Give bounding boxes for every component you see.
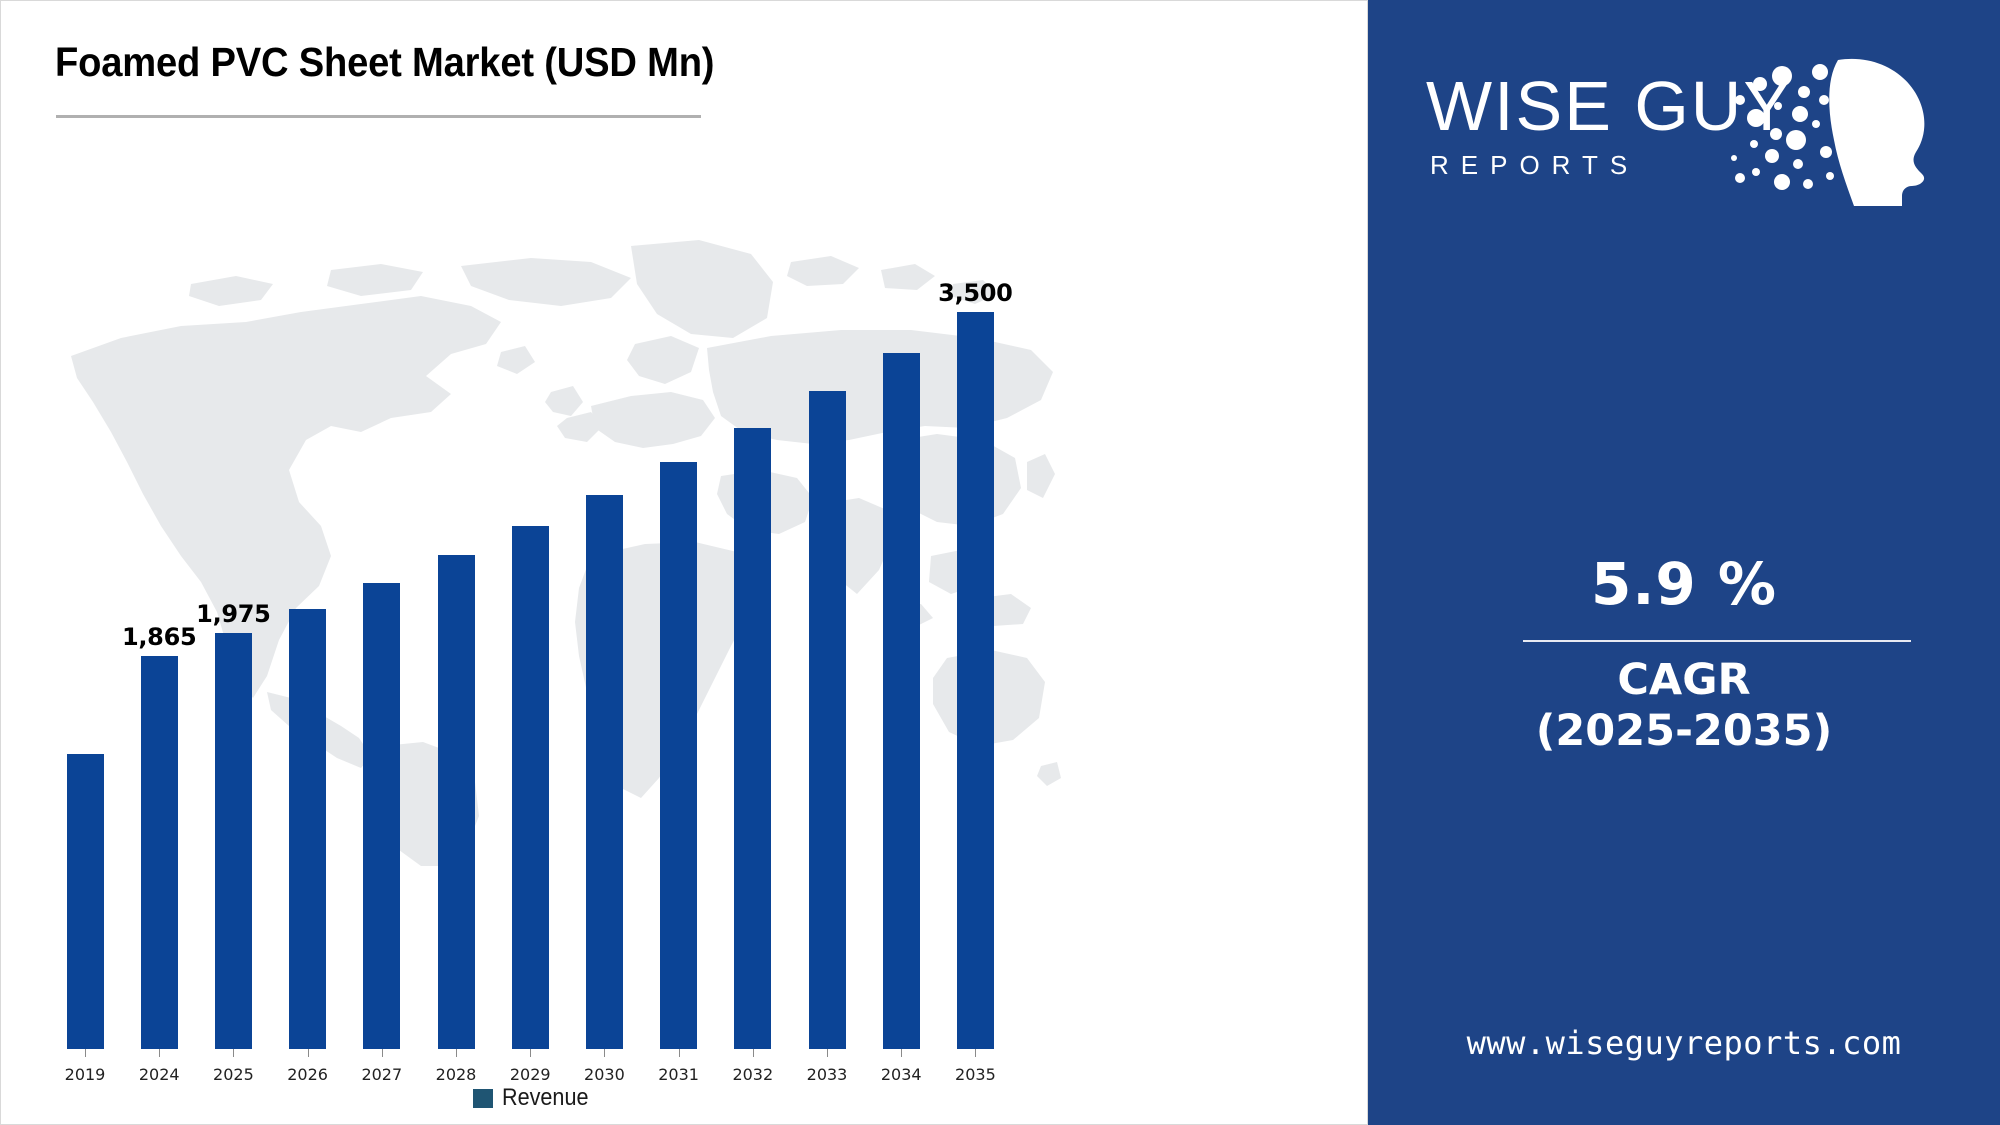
cagr-divider — [1523, 640, 1911, 642]
x-axis-label-2025: 2025 — [213, 1065, 254, 1084]
chart-legend: Revenue — [1, 1084, 1071, 1112]
x-axis-label-2034: 2034 — [880, 1065, 922, 1084]
bar-2033 — [808, 391, 846, 1049]
x-tick-2024 — [159, 1049, 161, 1057]
legend-label-revenue: Revenue — [502, 1084, 589, 1111]
x-axis-label-2019: 2019 — [64, 1065, 106, 1084]
x-axis-label-2026: 2026 — [287, 1065, 328, 1084]
x-axis-label-2027: 2027 — [361, 1065, 403, 1084]
bar-2029 — [511, 526, 549, 1049]
x-tick-2033 — [827, 1049, 828, 1057]
brand-panel: WISE GUY REPORTS 5.9 % — [1368, 0, 2000, 1125]
x-tick-2035 — [975, 1049, 977, 1057]
cagr-caption: CAGR (2025-2035) — [1368, 655, 2000, 756]
cagr-caption-line2: (2025-2035) — [1535, 705, 1833, 756]
x-tick-2034 — [901, 1049, 903, 1057]
x-tick-2028 — [456, 1049, 457, 1057]
x-tick-2025 — [233, 1049, 235, 1057]
wiseguy-reports-logo: WISE GUY REPORTS — [1368, 48, 2000, 208]
bar-2019 — [66, 754, 104, 1049]
cagr-value: 5.9 % — [1590, 550, 1778, 618]
x-tick-2029 — [530, 1049, 532, 1057]
x-axis-label-2031: 2031 — [658, 1065, 699, 1084]
logo-dot-cluster-icon — [1731, 64, 1834, 190]
bar-value-label-2035: 3,500 — [938, 279, 1013, 308]
plot-area: 2019 2024 1,865 2025 1,975 2026 2027 2028 2029 20… — [1, 1, 1367, 1124]
bar-value-label-2025: 1,975 — [196, 600, 271, 629]
chart-title: Foamed PVC Sheet Market (USD Mn) — [55, 39, 715, 85]
bar-2024 — [140, 656, 178, 1049]
x-tick-2030 — [604, 1049, 606, 1057]
bar-2026 — [289, 608, 327, 1049]
cagr-caption-line1: CAGR — [1617, 655, 1751, 705]
x-axis-label-2033: 2033 — [806, 1065, 848, 1084]
bar-value-label-2024: 1,865 — [121, 623, 197, 652]
bar-2027 — [363, 582, 401, 1049]
x-axis-label-2032: 2032 — [732, 1065, 774, 1084]
x-tick-2019 — [85, 1049, 86, 1057]
x-tick-2032 — [752, 1049, 754, 1057]
bar-2028 — [437, 555, 475, 1049]
bar-2035 — [956, 312, 994, 1049]
logo-head-profile-icon — [1829, 58, 1925, 206]
logo-wordmark-secondary: REPORTS — [1430, 150, 1639, 180]
x-axis-label-2030: 2030 — [584, 1065, 625, 1084]
bar-2025 — [214, 633, 252, 1049]
bar-2034 — [882, 352, 920, 1049]
x-axis-label-2028: 2028 — [435, 1065, 477, 1084]
x-tick-2027 — [381, 1049, 383, 1057]
logo-wordmark-primary: WISE GUY — [1426, 67, 1792, 145]
title-divider — [56, 115, 701, 118]
bar-2030 — [585, 495, 623, 1049]
x-axis-label-2024: 2024 — [138, 1065, 180, 1084]
x-tick-2026 — [307, 1049, 309, 1057]
website-url: www.wiseguyreports.com — [1466, 1024, 1902, 1062]
x-axis-label-2035: 2035 — [955, 1065, 996, 1084]
legend-swatch-revenue — [473, 1088, 494, 1108]
bar-2031 — [660, 462, 698, 1049]
x-tick-2031 — [678, 1049, 680, 1057]
x-axis-label-2029: 2029 — [509, 1065, 551, 1084]
bar-2032 — [734, 427, 772, 1049]
chart-panel: Foamed PVC Sheet Market (USD Mn) — [0, 0, 1368, 1125]
